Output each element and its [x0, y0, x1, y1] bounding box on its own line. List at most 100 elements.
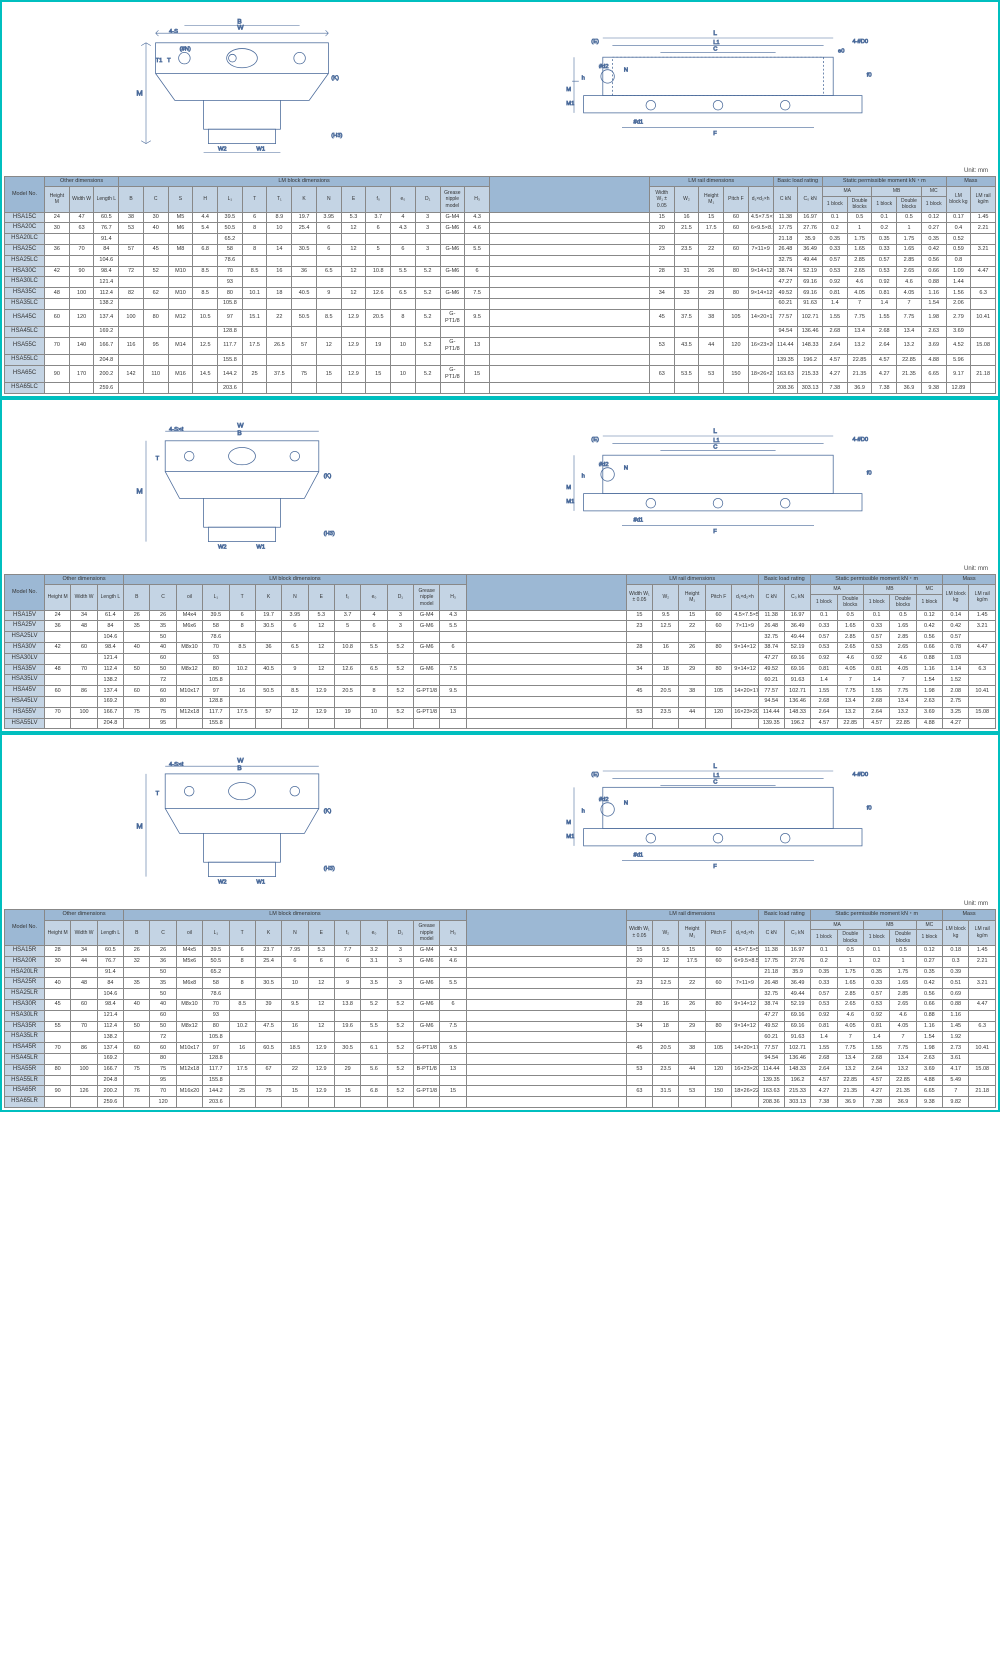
table-cell: 12.6: [366, 288, 391, 299]
table-cell: 3.7: [366, 212, 391, 223]
table-cell: 31: [674, 266, 699, 277]
table-cell: 2.63: [921, 327, 946, 338]
table-cell: [143, 255, 168, 266]
table-cell: [414, 1075, 440, 1086]
table-cell: [255, 1054, 281, 1065]
table-cell: 36.9: [847, 383, 872, 394]
table-cell: 5.5: [361, 1021, 387, 1032]
table-cell: 18: [267, 288, 292, 299]
table-cell: 10: [391, 365, 416, 382]
table-cell: 0.53: [811, 1000, 837, 1011]
table-cell: 8: [391, 309, 416, 326]
table-cell: 144.2: [203, 1086, 229, 1097]
svg-text:#d1: #d1: [634, 853, 644, 859]
table-cell: 3.21: [969, 621, 996, 632]
table-cell: 0.59: [946, 245, 971, 256]
table-cell: [143, 327, 168, 338]
table-row: HSA45LR169.280128.894.54136.462.6813.42.…: [5, 1054, 996, 1065]
table-cell: 6.5: [316, 266, 341, 277]
table-cell: [361, 718, 387, 729]
table-cell: 136.46: [798, 327, 823, 338]
table-cell: 10.2: [229, 664, 255, 675]
table-cell: 1.98: [916, 1043, 942, 1054]
table-row: HSA30LR121.4609347.2769.160.924.60.924.6…: [5, 1010, 996, 1021]
table-cell: 0.33: [872, 245, 897, 256]
diagram-side-3: LL1 C(E) 4-#D0f0 #d2N MM1 hF #d1: [538, 747, 898, 891]
table-cell: [71, 989, 97, 1000]
table-cell: [414, 718, 440, 729]
table-cell: 3: [415, 223, 440, 234]
table-cell: 13.2: [890, 707, 916, 718]
table-cell: [292, 355, 317, 366]
table-cell: 80: [705, 1000, 731, 1011]
table-cell: HSA15C: [5, 212, 45, 223]
table-cell: 1.44: [946, 277, 971, 288]
table-cell: 7.75: [837, 1043, 863, 1054]
table-cell: 70: [218, 266, 243, 277]
table-cell: 4.57: [863, 1075, 889, 1086]
table-cell: 63: [626, 1086, 652, 1097]
table-cell: [361, 1075, 387, 1086]
table-cell: 38: [679, 1043, 705, 1054]
table-cell: 63: [69, 223, 94, 234]
svg-text:B: B: [237, 19, 242, 26]
table-cell: [415, 277, 440, 288]
table-cell: 25: [242, 365, 267, 382]
table-cell: [415, 234, 440, 245]
table-cell: [308, 675, 334, 686]
table-cell: 0.5: [897, 212, 922, 223]
table-cell: 4.27: [943, 718, 969, 729]
table-cell: 112.4: [97, 1021, 123, 1032]
svg-text:f0: f0: [867, 806, 872, 812]
table-cell: 208.36: [773, 383, 798, 394]
table-cell: 5.96: [946, 355, 971, 366]
table-cell: 50: [150, 664, 176, 675]
table-cell: 4.57: [872, 355, 897, 366]
table-cell: HSA15V: [5, 610, 45, 621]
table-cell: [466, 1054, 626, 1065]
table-cell: 23.5: [653, 707, 679, 718]
table-cell: 1.54: [916, 1032, 942, 1043]
table-cell: HSA30R: [5, 1000, 45, 1011]
table-cell: [45, 355, 70, 366]
table-cell: 12: [308, 621, 334, 632]
table-cell: HSA55R: [5, 1064, 45, 1075]
table-cell: 90: [69, 266, 94, 277]
table-cell: 8.5: [316, 309, 341, 326]
table-cell: 16×23×20: [748, 337, 773, 354]
table-cell: HSA25LC: [5, 255, 45, 266]
table-cell: 5.2: [387, 1086, 413, 1097]
table-cell: 12.9: [308, 1064, 334, 1075]
table-cell: 5.4: [193, 223, 218, 234]
table-cell: 3.1: [361, 956, 387, 967]
table-cell: 0.57: [872, 255, 897, 266]
table-cell: 94.54: [773, 327, 798, 338]
table-cell: [255, 989, 281, 1000]
table-cell: 8.5: [193, 288, 218, 299]
table-cell: [466, 621, 626, 632]
svg-text:f0: f0: [867, 72, 872, 78]
svg-text:W2: W2: [218, 146, 227, 152]
table-cell: M6x6: [176, 621, 202, 632]
table-cell: 8.5: [229, 1000, 255, 1011]
table-cell: 53: [699, 365, 724, 382]
table-cell: 1.4: [872, 299, 897, 310]
table-cell: [971, 383, 996, 394]
table-cell: [732, 967, 758, 978]
table-cell: 12.9: [341, 365, 366, 382]
table-cell: 36.49: [784, 621, 810, 632]
table-cell: 13.4: [897, 327, 922, 338]
table-cell: 137.4: [97, 686, 123, 697]
table-cell: [489, 277, 649, 288]
table-cell: [489, 355, 649, 366]
svg-text:4-S×ℓ: 4-S×ℓ: [169, 427, 183, 433]
table-cell: [366, 255, 391, 266]
table-cell: 13.2: [847, 337, 872, 354]
table-cell: 36: [255, 643, 281, 654]
table-cell: [440, 653, 466, 664]
table-cell: 0.12: [916, 946, 942, 957]
table-cell: 75: [124, 707, 150, 718]
table-cell: 0.92: [811, 653, 837, 664]
table-cell: [466, 664, 626, 675]
table-cell: 52.19: [784, 643, 810, 654]
